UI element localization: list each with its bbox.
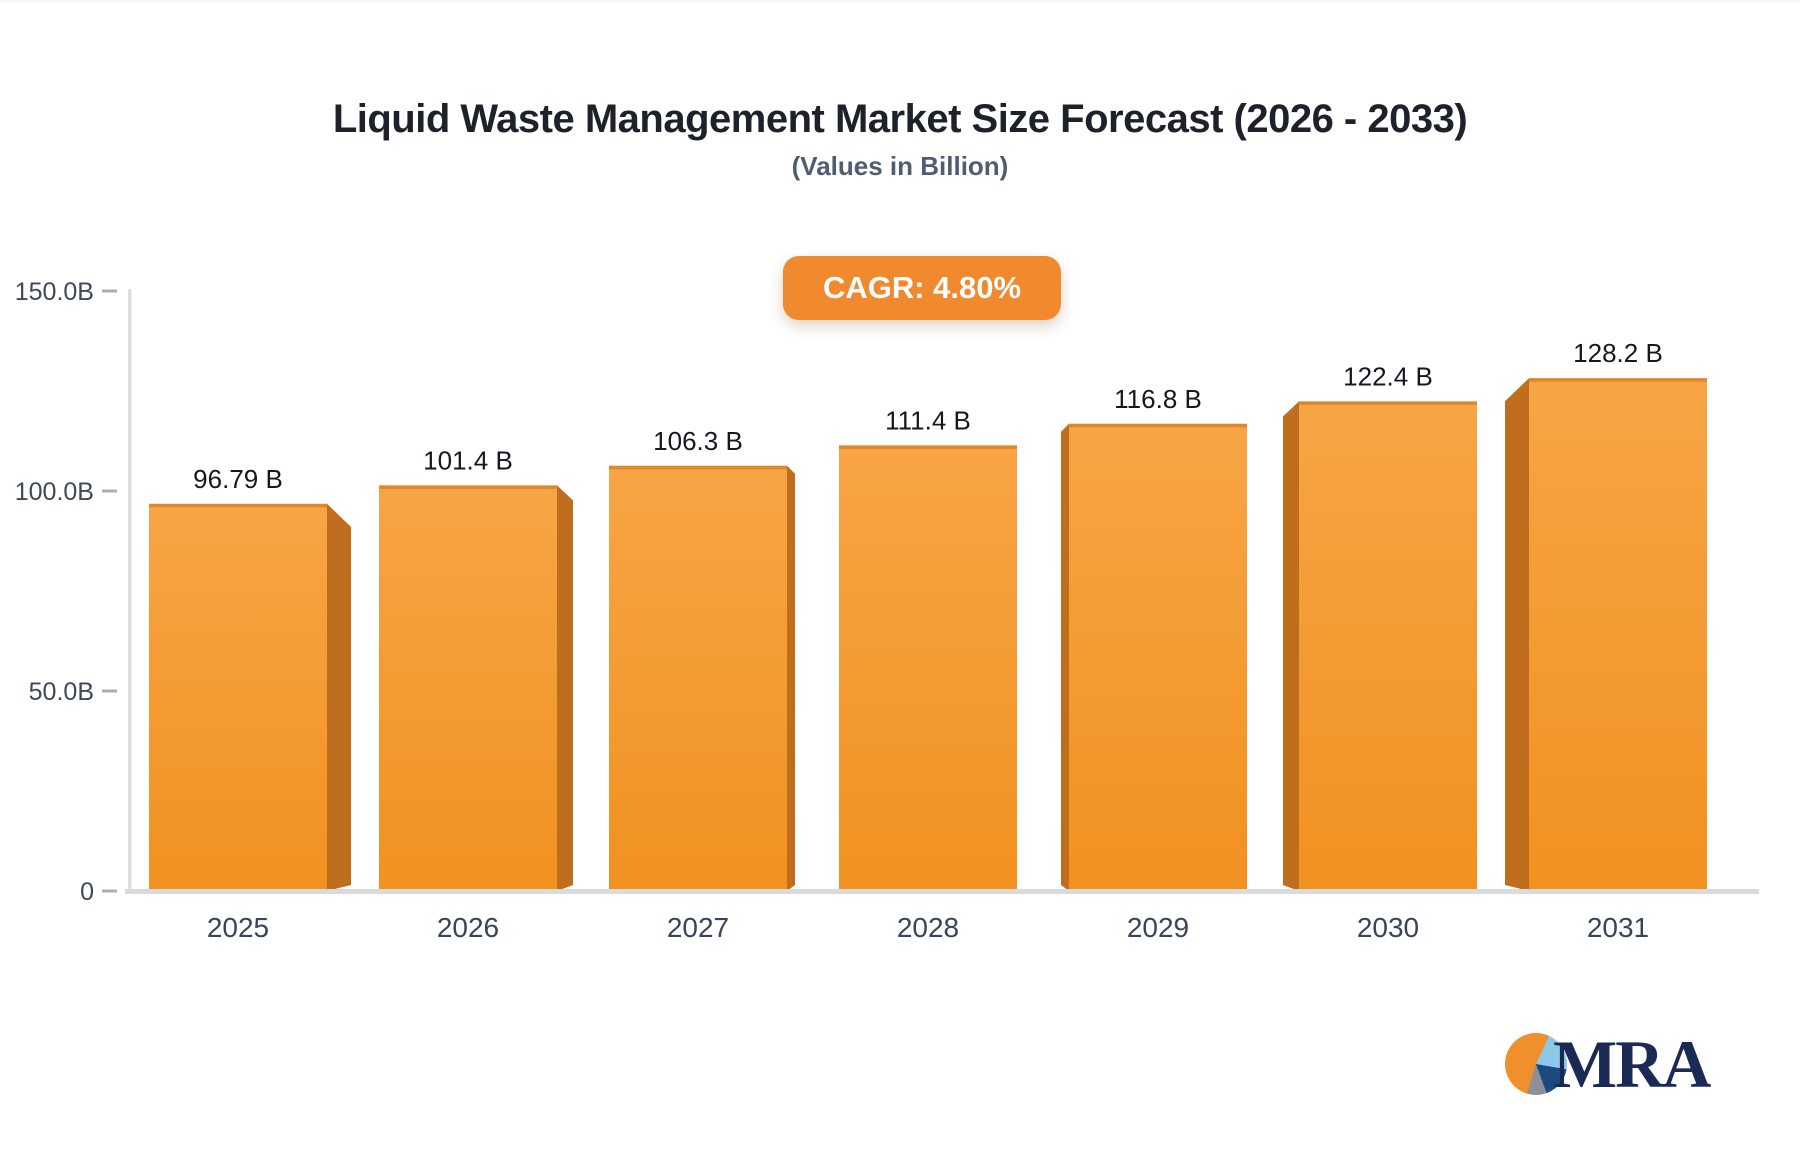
pie-chart-icon [1505,1033,1567,1095]
bar-side [327,503,351,891]
value-label: 101.4 B [423,445,513,475]
x-tick-label: 2026 [437,912,499,943]
value-label: 106.3 B [653,426,743,456]
bar-face [149,503,327,891]
mra-logo: MRA [1505,1026,1711,1102]
bar-side [557,485,573,891]
y-tick-mark [102,289,117,293]
y-tick-label: 50.0B [29,678,94,706]
value-label: 122.4 B [1343,361,1433,391]
bar-side [1283,401,1299,891]
value-label: 96.79 B [193,464,283,494]
cagr-badge: CAGR: 4.80% [782,256,1062,320]
value-label: 116.8 B [1114,384,1202,414]
bar-face [1069,423,1247,891]
x-tick-label: 2027 [667,912,729,943]
logo-text: MRA [1553,1026,1711,1102]
chart-title: Liquid Waste Management Market Size Fore… [332,97,1468,141]
y-tick-mark [102,689,117,693]
bar-face [1299,401,1477,891]
bar-face [379,485,557,891]
bar-top-edge [1299,401,1477,405]
x-tick-label: 2028 [897,912,959,943]
bar-chart: 150.0B 100.0B 50.0B 0 96.79 B 2025 101.4 B 2026… [15,278,1759,943]
y-axis-line [128,289,132,891]
y-tick-label: 150.0B [15,278,94,306]
bar-face [609,465,787,891]
x-tick-label: 2030 [1357,912,1419,943]
bar-face [1529,378,1707,891]
bar-face [839,445,1017,891]
x-tick-label: 2025 [207,912,269,943]
x-tick-label: 2031 [1587,912,1649,943]
y-tick-mark [102,489,117,493]
bar-top-edge [149,503,327,508]
y-tick-label: 0 [80,878,94,906]
bar-top-edge [609,465,787,470]
y-tick-label: 100.0B [15,478,94,506]
y-tick-mark [102,889,117,893]
bar-side [1505,378,1529,891]
bar-top-edge [839,445,1017,449]
value-label: 128.2 B [1573,338,1663,368]
plot-area: 150.0B 100.0B 50.0B 0 96.79 B 2025 101.4 B 2026… [15,278,1759,943]
bar-top-edge [379,485,557,489]
value-label: 111.4 B [885,405,971,435]
x-tick-label: 2029 [1127,912,1189,943]
x-axis-line [125,889,1759,894]
bar-side [1061,423,1069,891]
bar-side [787,465,795,891]
bar-top-edge [1069,423,1247,428]
chart-subtitle: (Values in Billion) [791,151,1009,181]
bar-top-edge [1529,378,1707,382]
